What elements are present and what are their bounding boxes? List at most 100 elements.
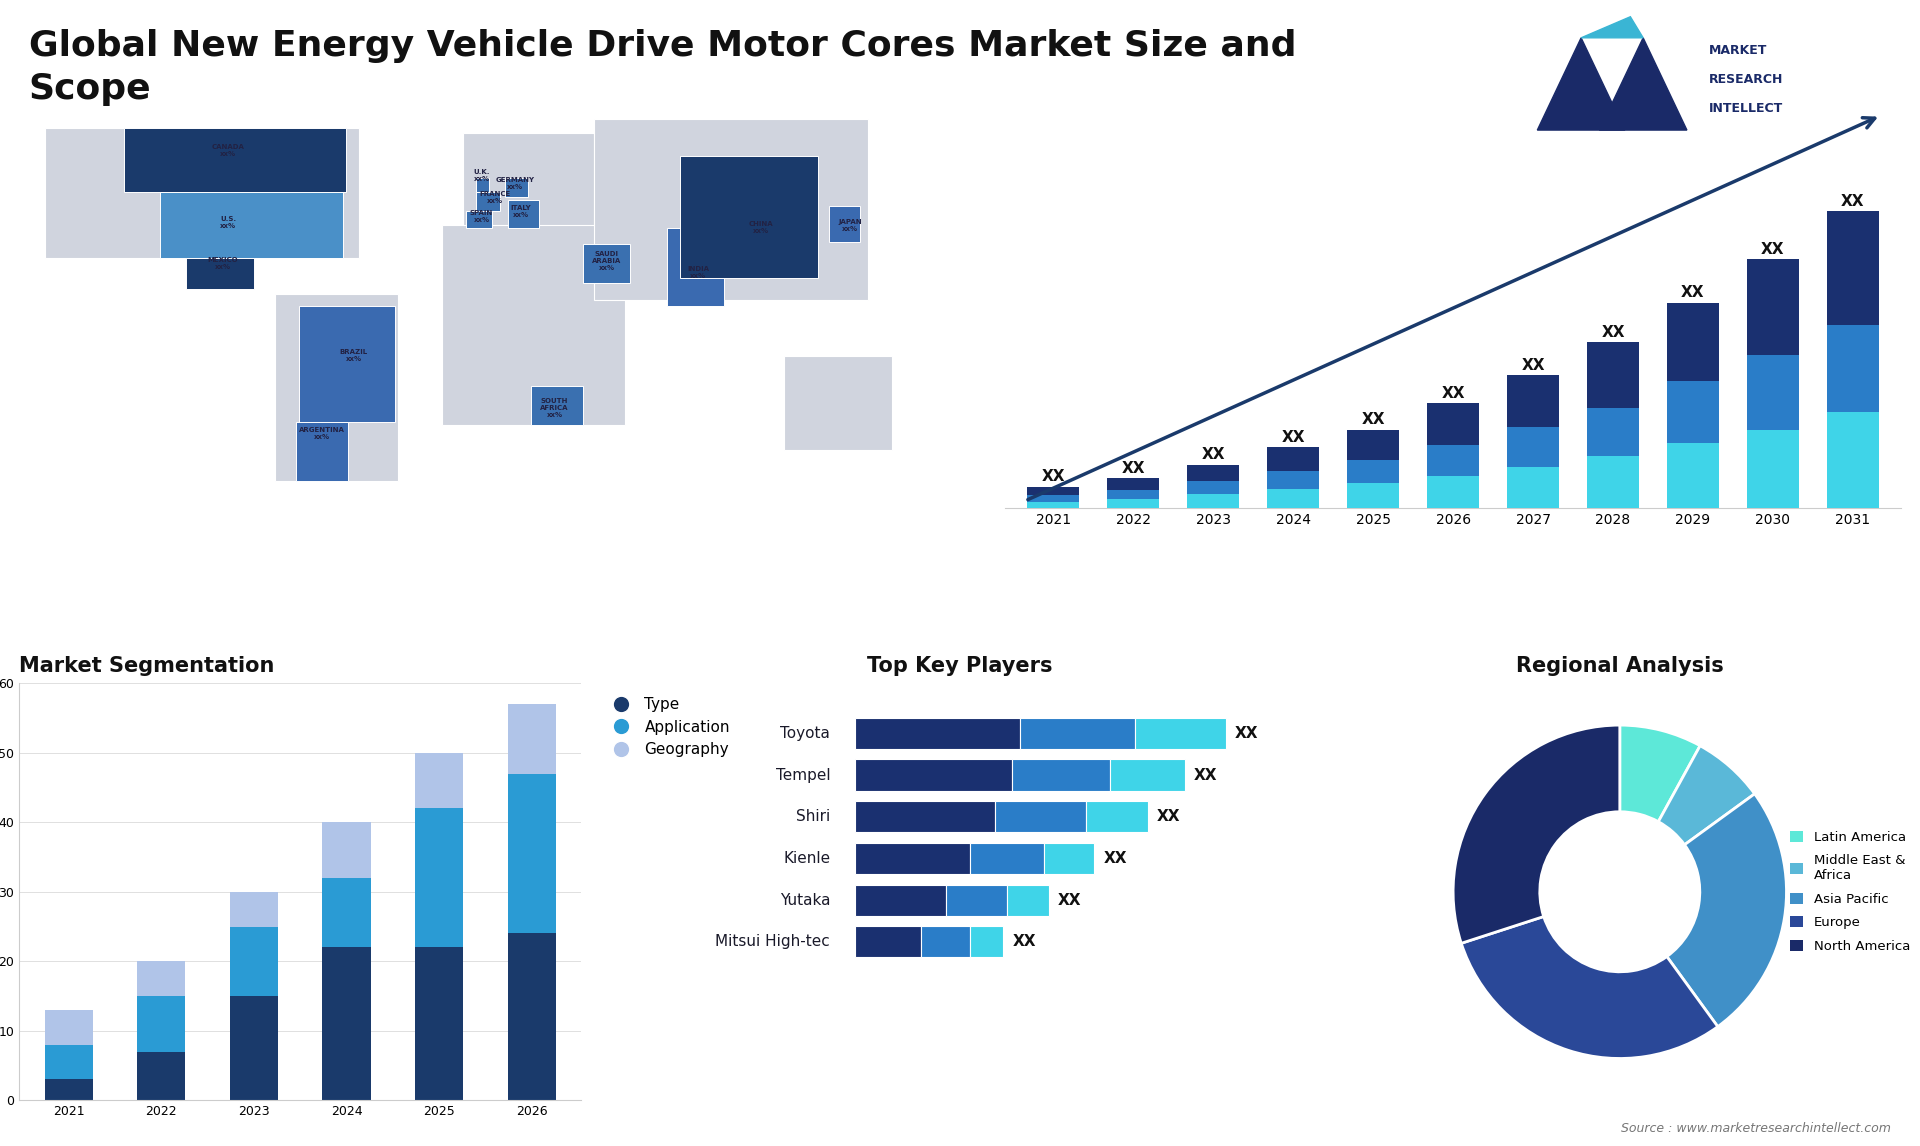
Bar	[532, 386, 584, 425]
Text: Global New Energy Vehicle Drive Motor Cores Market Size and
Scope: Global New Energy Vehicle Drive Motor Co…	[29, 29, 1296, 107]
FancyBboxPatch shape	[1044, 842, 1094, 874]
Bar	[1588, 456, 1640, 509]
Bar	[415, 808, 463, 948]
Text: SPAIN
xx%: SPAIN xx%	[470, 210, 493, 223]
Text: U.S.
xx%: U.S. xx%	[221, 215, 236, 229]
Bar	[1588, 342, 1640, 408]
Bar	[666, 228, 724, 306]
Text: ITALY
xx%: ITALY xx%	[511, 205, 532, 218]
Bar	[159, 191, 344, 258]
Bar	[1348, 430, 1400, 461]
Text: Shiri: Shiri	[797, 809, 829, 824]
Polygon shape	[46, 128, 359, 258]
Polygon shape	[1538, 38, 1624, 131]
Text: INDIA
xx%: INDIA xx%	[687, 266, 708, 278]
Bar	[507, 705, 555, 774]
Bar	[1667, 382, 1718, 442]
Bar	[829, 205, 860, 242]
Text: CHINA
xx%: CHINA xx%	[749, 221, 774, 234]
FancyBboxPatch shape	[1012, 760, 1110, 791]
Bar	[1187, 464, 1238, 481]
Bar	[1667, 442, 1718, 509]
Text: MARKET: MARKET	[1709, 45, 1766, 57]
Bar	[1667, 303, 1718, 382]
Text: SAUDI
ARABIA
xx%: SAUDI ARABIA xx%	[591, 251, 622, 272]
FancyBboxPatch shape	[995, 801, 1085, 832]
Text: XX: XX	[1281, 430, 1306, 445]
Bar	[1507, 466, 1559, 509]
Bar	[415, 948, 463, 1100]
FancyBboxPatch shape	[945, 885, 1008, 916]
Bar	[44, 1010, 92, 1045]
Text: FRANCE
xx%: FRANCE xx%	[478, 190, 511, 204]
Bar	[1826, 211, 1880, 324]
Text: XX: XX	[1601, 324, 1624, 340]
Bar	[323, 823, 371, 878]
Bar	[44, 1045, 92, 1080]
Wedge shape	[1620, 725, 1699, 822]
Polygon shape	[593, 119, 868, 300]
FancyBboxPatch shape	[1135, 717, 1225, 749]
Bar	[467, 211, 492, 228]
Title: Top Key Players: Top Key Players	[868, 657, 1052, 676]
Bar	[1747, 259, 1799, 355]
Text: XX: XX	[1235, 725, 1260, 741]
Text: Market Segmentation: Market Segmentation	[19, 657, 275, 676]
Bar	[584, 244, 630, 283]
Bar	[1747, 355, 1799, 430]
Polygon shape	[785, 355, 891, 450]
Bar	[1747, 430, 1799, 509]
FancyBboxPatch shape	[854, 842, 970, 874]
Bar	[1427, 445, 1478, 476]
Bar	[507, 774, 555, 934]
Text: XX: XX	[1104, 851, 1127, 866]
FancyBboxPatch shape	[922, 926, 970, 957]
Text: XX: XX	[1442, 386, 1465, 401]
Bar	[123, 128, 346, 191]
Text: Toyota: Toyota	[780, 725, 829, 741]
Bar	[230, 892, 278, 926]
Bar	[1108, 490, 1160, 499]
Bar	[1507, 375, 1559, 427]
Text: SOUTH
AFRICA
xx%: SOUTH AFRICA xx%	[540, 399, 568, 418]
Bar	[1108, 499, 1160, 509]
Text: JAPAN
xx%: JAPAN xx%	[837, 219, 862, 231]
Bar	[1348, 482, 1400, 509]
Bar	[1027, 487, 1079, 495]
Wedge shape	[1453, 725, 1620, 943]
Wedge shape	[1667, 794, 1786, 1027]
Text: XX: XX	[1202, 447, 1225, 463]
Text: GERMANY
xx%: GERMANY xx%	[495, 176, 536, 190]
Text: XX: XX	[1041, 470, 1066, 485]
Bar	[186, 258, 253, 289]
Text: XX: XX	[1682, 285, 1705, 300]
FancyBboxPatch shape	[1085, 801, 1148, 832]
Text: CANADA
xx%: CANADA xx%	[211, 143, 244, 157]
Bar	[507, 201, 540, 228]
FancyBboxPatch shape	[854, 717, 1020, 749]
Text: U.K.
xx%: U.K. xx%	[472, 168, 490, 181]
Text: XX: XX	[1194, 768, 1217, 783]
Bar	[1267, 488, 1319, 509]
Wedge shape	[1659, 746, 1755, 845]
Text: Source : www.marketresearchintellect.com: Source : www.marketresearchintellect.com	[1620, 1122, 1891, 1135]
FancyBboxPatch shape	[1008, 885, 1048, 916]
Text: Tempel: Tempel	[776, 768, 829, 783]
Bar	[476, 191, 499, 211]
Text: RESEARCH: RESEARCH	[1709, 73, 1784, 86]
Polygon shape	[463, 133, 593, 230]
Text: XX: XX	[1761, 242, 1784, 257]
Bar	[138, 961, 186, 996]
Text: XX: XX	[1841, 194, 1864, 209]
Title: Regional Analysis: Regional Analysis	[1517, 657, 1724, 676]
Bar	[1267, 471, 1319, 488]
Polygon shape	[442, 225, 626, 425]
Text: XX: XX	[1121, 461, 1144, 476]
Bar	[1588, 408, 1640, 456]
Legend: Type, Application, Geography: Type, Application, Geography	[601, 691, 735, 763]
Bar	[138, 996, 186, 1052]
Text: XX: XX	[1521, 358, 1546, 372]
FancyBboxPatch shape	[1020, 717, 1135, 749]
Text: ARGENTINA
xx%: ARGENTINA xx%	[300, 427, 346, 440]
Bar	[44, 1080, 92, 1100]
